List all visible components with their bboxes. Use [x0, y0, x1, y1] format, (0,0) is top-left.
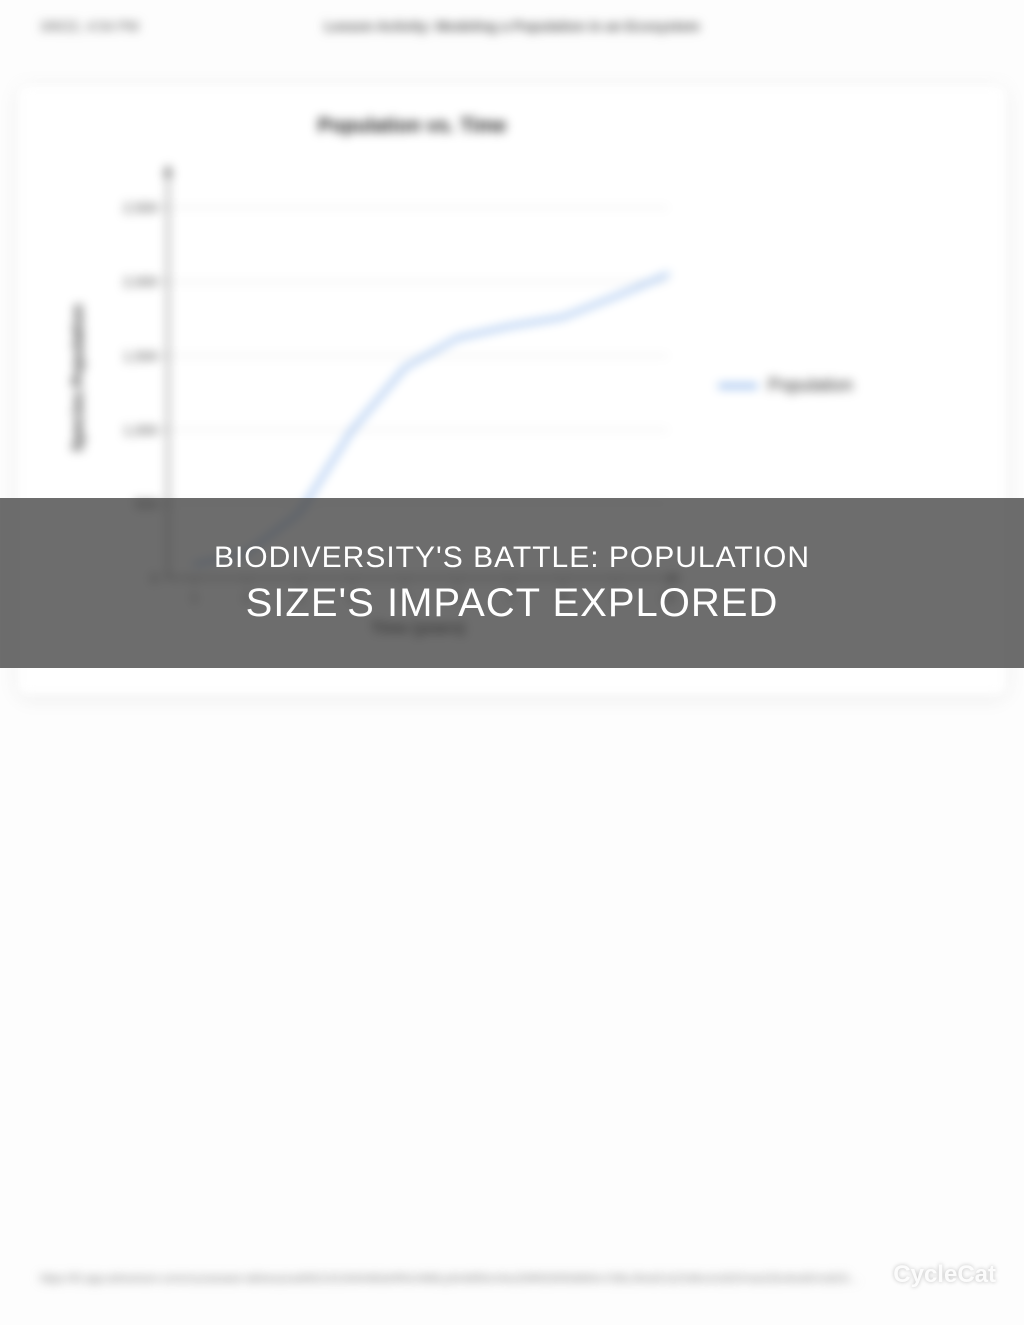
chart-legend: Population	[718, 375, 853, 396]
svg-text:1,000: 1,000	[123, 422, 158, 438]
title-overlay: BIODIVERSITY'S BATTLE: POPULATION SIZE'S…	[0, 498, 1024, 668]
doc-header: 3/8/22, 4:54 PM Lesson Activity: Modelin…	[0, 18, 1024, 34]
overlay-line2: SIZE'S IMPACT EXPLORED	[246, 581, 779, 626]
overlay-line1: BIODIVERSITY'S BATTLE: POPULATION	[214, 541, 810, 575]
footer-url: https://f2.app.edmentum.com/courseware-d…	[40, 1273, 984, 1285]
doc-timestamp: 3/8/22, 4:54 PM	[40, 18, 139, 34]
svg-text:1,500: 1,500	[123, 348, 158, 364]
svg-text:2,000: 2,000	[123, 274, 158, 290]
watermark: CycleCat	[893, 1261, 996, 1289]
chart-title: Population vs. Time	[0, 115, 976, 138]
doc-title: Lesson Activity: Modeling a Population i…	[324, 18, 699, 34]
svg-text:Species Population: Species Population	[70, 304, 87, 452]
legend-swatch	[718, 384, 758, 388]
legend-label: Population	[768, 375, 853, 396]
svg-text:2,500: 2,500	[123, 200, 158, 216]
